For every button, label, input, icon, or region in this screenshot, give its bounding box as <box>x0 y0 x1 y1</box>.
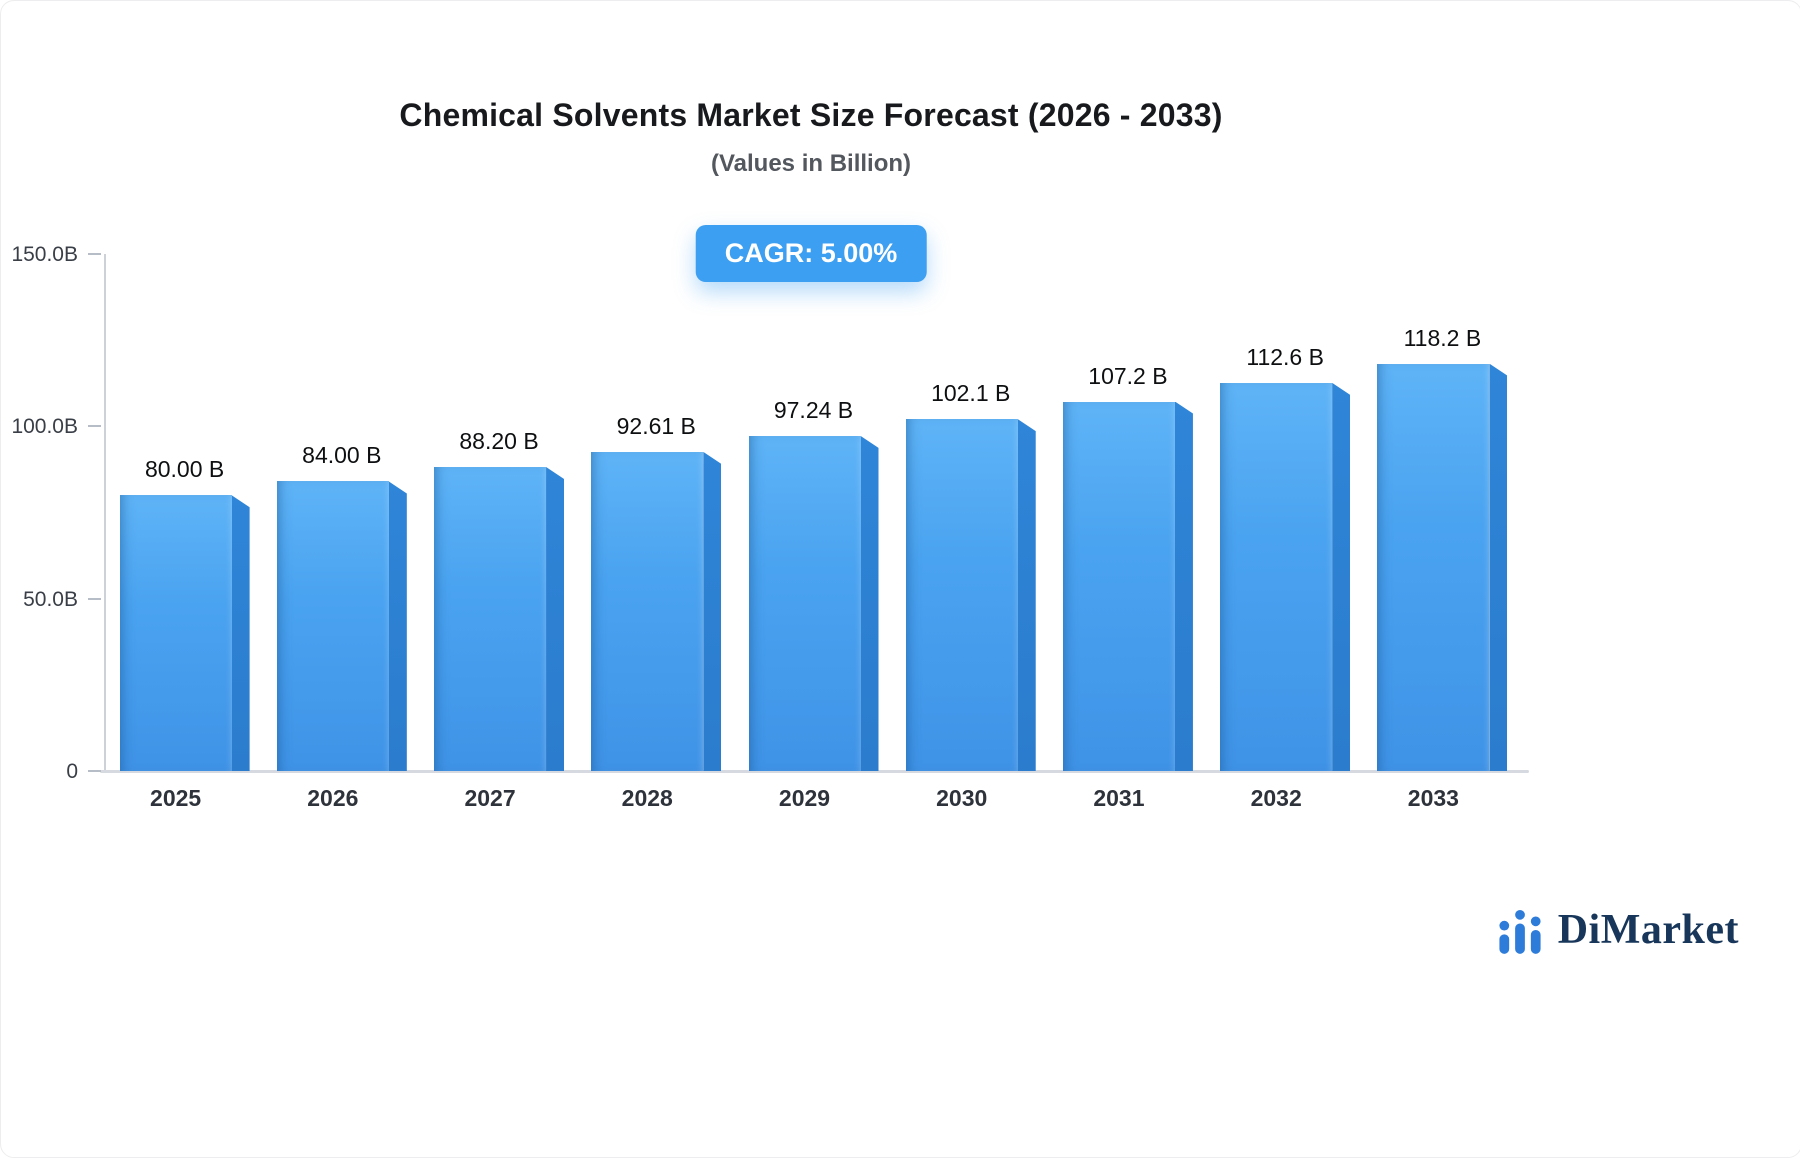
x-axis-tick-label: 2028 <box>621 785 673 811</box>
bar-group: 80.00 B <box>119 254 250 771</box>
bar-value-label: 118.2 B <box>1403 324 1482 351</box>
bar-group: 97.24 B <box>748 254 879 771</box>
bar-side-face <box>703 451 722 771</box>
bar-group: 102.1 B <box>905 254 1036 771</box>
bar-front-face <box>905 419 1018 771</box>
bar-group: 84.00 B <box>276 254 407 771</box>
x-axis-tick-label: 2033 <box>1407 785 1459 811</box>
x-axis-tick-label: 2029 <box>778 785 831 811</box>
bar-value-label: 92.61 B <box>616 412 696 439</box>
x-axis-tick-label: 2027 <box>464 785 516 811</box>
bar-front-face <box>276 481 389 771</box>
y-axis-line <box>104 254 106 771</box>
bar-side-face <box>546 467 565 771</box>
bar-front-face <box>1062 401 1175 771</box>
x-axis-tick-label: 2026 <box>307 785 359 811</box>
bar-value-label: 80.00 B <box>144 456 225 483</box>
bar-side-face <box>1489 363 1508 771</box>
bar-front-face <box>1377 363 1490 771</box>
bar-front-face <box>748 435 861 771</box>
brand-logo: DiMarket <box>1494 904 1739 956</box>
bar-value-label: 97.24 B <box>773 396 854 423</box>
brand-name: DiMarket <box>1557 907 1739 953</box>
cagr-badge: CAGR: 5.00% <box>695 225 927 282</box>
chart-header: Chemical Solvents Market Size Forecast (… <box>1 1 1621 178</box>
y-tick <box>88 770 101 772</box>
bar-group: 112.6 B <box>1220 254 1351 771</box>
bar-side-face <box>1332 382 1351 771</box>
x-axis-tick-label: 2025 <box>150 785 202 811</box>
bar-side-face <box>388 481 407 771</box>
plot-area: 150.0B 100.0B 50.0B 0 80.00 B 84.00 B 88.20 B 9… <box>11 243 1529 783</box>
bar-chart-logo-icon <box>1499 909 1541 954</box>
bar-front-face <box>591 451 704 771</box>
x-axis-line <box>100 770 1529 773</box>
x-axis-tick-label: 2030 <box>936 785 988 811</box>
y-tick <box>88 597 101 600</box>
y-tick <box>88 425 101 428</box>
chart-subtitle: (Values in Billion) <box>710 150 912 177</box>
y-tick <box>88 253 101 255</box>
bar-front-face <box>1220 382 1333 771</box>
bar-value-label: 102.1 B <box>931 380 1011 407</box>
bar-group: 118.2 B <box>1377 254 1508 771</box>
x-axis-tick-label: 2031 <box>1093 785 1145 811</box>
y-tick-label: 0 <box>66 760 78 783</box>
bar-value-label: 112.6 B <box>1246 343 1324 370</box>
y-tick-label: 150.0B <box>11 243 78 266</box>
x-axis-labels: 2025 2026 2027 2028 2029 2030 2031 2032 2033 <box>106 785 1521 825</box>
bar-side-face <box>860 435 879 771</box>
x-axis-tick-label: 2032 <box>1250 785 1302 811</box>
y-tick-label: 50.0B <box>23 587 78 611</box>
bar-side-face <box>1017 419 1036 771</box>
bar-front-face <box>119 495 232 771</box>
bar-value-label: 84.00 B <box>302 442 382 469</box>
y-tick-label: 100.0B <box>11 415 78 439</box>
bar-value-label: 107.2 B <box>1088 362 1168 389</box>
bar-side-face <box>231 495 250 771</box>
bar-front-face <box>434 467 547 771</box>
bar-value-label: 88.20 B <box>459 428 539 455</box>
bar-group: 107.2 B <box>1062 254 1193 771</box>
chart-title: Chemical Solvents Market Size Forecast (… <box>399 97 1223 133</box>
bar-side-face <box>1174 401 1193 771</box>
bar-group: 88.20 B <box>434 254 565 771</box>
bar-group: 92.61 B <box>591 254 722 771</box>
